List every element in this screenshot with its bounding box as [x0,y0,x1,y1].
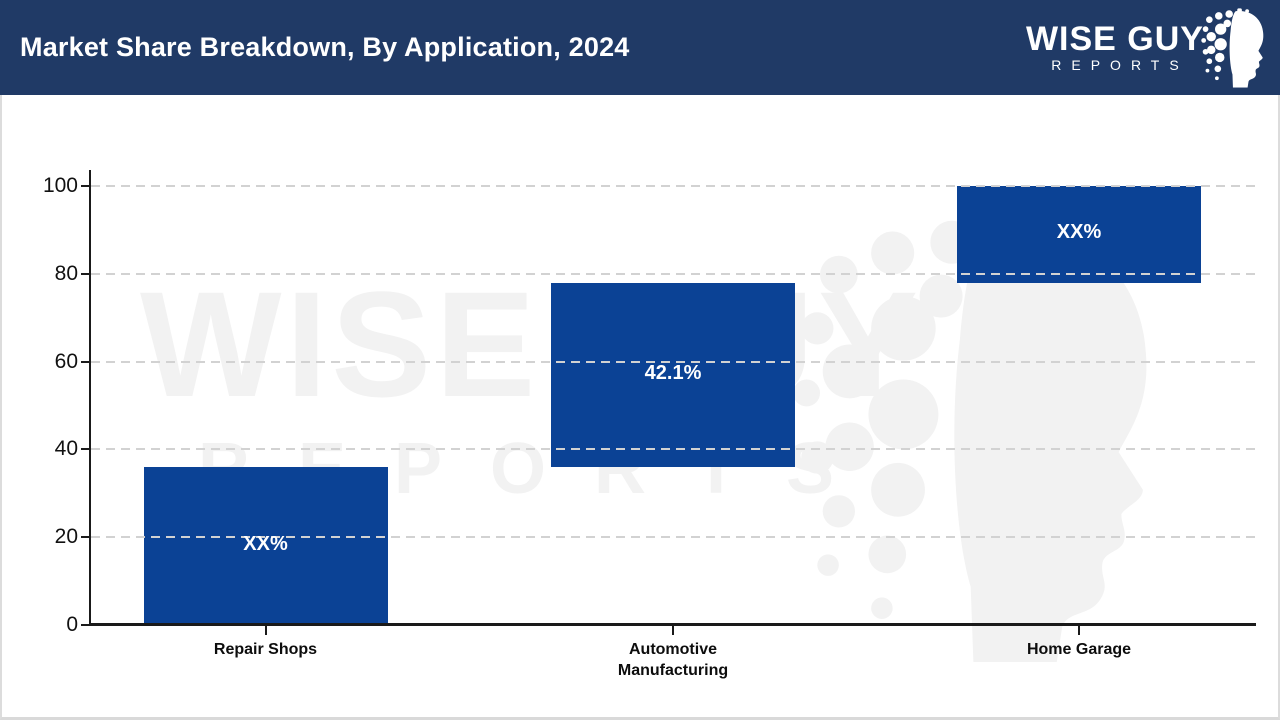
x-category-label: Home Garage [1026,641,1132,658]
y-tick-20 [81,536,89,539]
gridline-80 [91,272,1255,275]
chart-title: Market Share Breakdown, By Application, … [20,32,630,62]
y-tick-0 [81,624,89,626]
gridline-20 [91,536,1255,539]
logo-wordmark: WISE GUY [1025,19,1204,58]
gridline-100 [91,185,1255,187]
y-tick-label: 20 [54,525,78,549]
logo-face-icon [1198,8,1266,88]
y-tick-label: 40 [54,437,78,461]
header-band: Market Share Breakdown, By Application, … [0,0,1280,95]
y-tick-label: 0 [66,613,78,636]
bar-value-label: 42.1% [644,361,702,384]
y-axis-line [89,170,91,626]
x-axis-line [89,623,1256,626]
gridline-60 [91,360,1255,363]
y-tick-label: 60 [54,349,78,373]
x-tick-0 [264,626,267,635]
x-category-label: Repair Shops [213,641,318,658]
x-tick-2 [1078,626,1080,635]
y-tick-100 [81,185,89,187]
wise-guy-reports-logo: WISE GUY REPORTS [1026,8,1266,88]
y-tick-label: 80 [54,261,78,285]
bar-1 [551,282,795,468]
logo-text: WISE GUY REPORTS [1026,22,1204,74]
bar-value-label: XX% [1056,221,1102,244]
x-category-label: Automotive Manufacturing [617,641,729,679]
bar-value-label: XX% [243,533,288,556]
y-tick-label: 100 [42,174,78,197]
bar-0 [143,467,388,625]
y-tick-80 [81,272,89,275]
logo-subtitle: REPORTS [1051,56,1189,73]
y-tick-60 [81,360,89,363]
gridline-40 [91,448,1255,451]
y-tick-40 [81,448,89,451]
bar-2 [957,186,1201,283]
x-tick-1 [672,626,674,635]
